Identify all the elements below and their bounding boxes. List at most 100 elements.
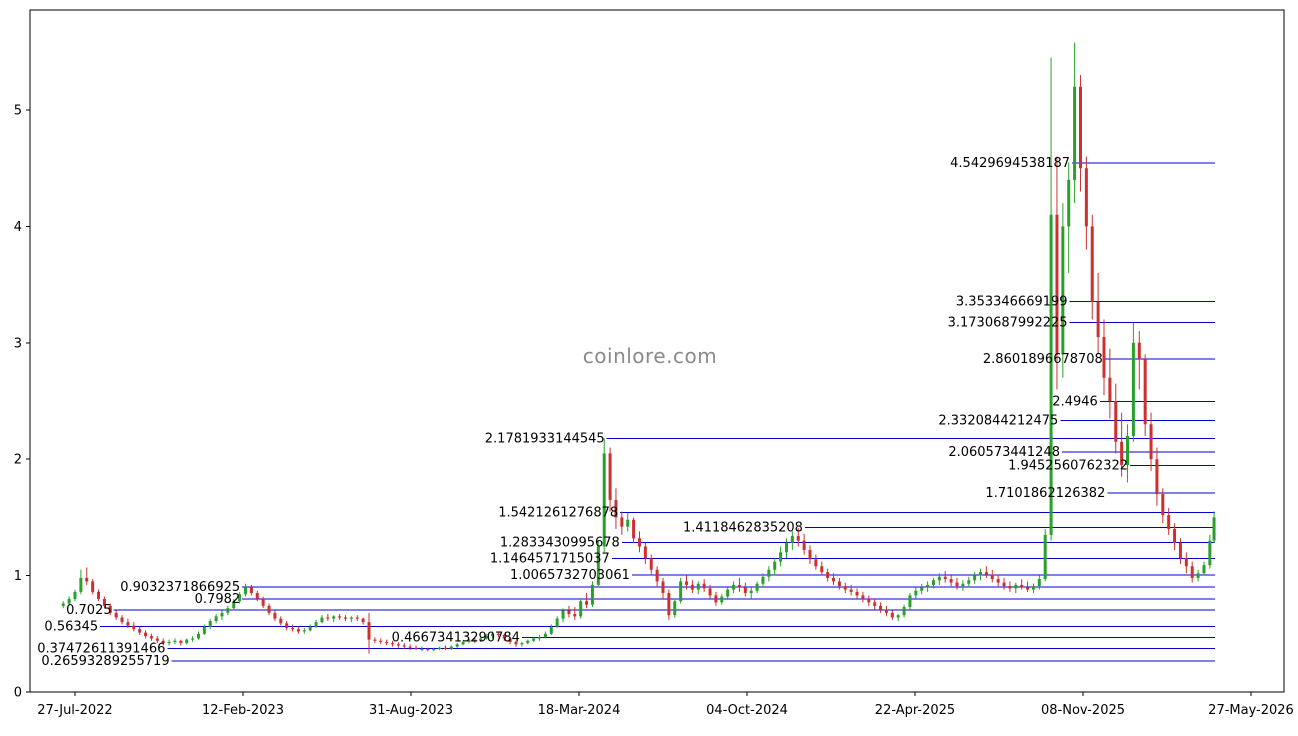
candle-body [1067, 179, 1071, 227]
candle-body [332, 616, 336, 619]
candle-body [1143, 359, 1147, 425]
candle-body [643, 546, 647, 559]
candle [138, 626, 142, 635]
candle-body [502, 634, 506, 639]
candle-body [667, 593, 671, 616]
candle [926, 581, 930, 592]
candle-body [696, 583, 700, 590]
candle [1037, 575, 1041, 590]
candle [743, 582, 747, 597]
candle-body [873, 602, 877, 606]
candle [461, 640, 465, 646]
candle-body [155, 638, 159, 641]
candle-body [567, 610, 571, 615]
candle-body [849, 589, 853, 592]
candle [967, 576, 971, 588]
candle [255, 590, 259, 602]
candle-body [855, 591, 859, 596]
candle-body [755, 583, 759, 591]
candle-body [902, 607, 906, 616]
candle-body [637, 538, 641, 547]
candle [890, 610, 894, 620]
candle [538, 634, 542, 641]
candle [432, 647, 436, 652]
candle-body [867, 598, 871, 603]
candle-body [508, 638, 512, 642]
candle [590, 581, 594, 608]
candle [291, 624, 295, 632]
candle [673, 598, 677, 618]
candle [849, 584, 853, 596]
candle-body [773, 561, 777, 570]
candle-body [85, 577, 89, 582]
candle-body [320, 617, 324, 623]
candle-body [808, 549, 812, 560]
candle [620, 511, 624, 535]
candle-body [685, 581, 689, 585]
level-label: 2.060573441248 [948, 445, 1060, 460]
candle [338, 614, 342, 620]
candle-body [884, 609, 888, 613]
candle-body [943, 576, 947, 580]
candle [661, 577, 665, 599]
candle-body [967, 580, 971, 584]
level-label: 1.5421261276878 [498, 505, 618, 520]
candle-body [790, 536, 794, 544]
candle-body [1173, 529, 1177, 544]
candle-body [1149, 424, 1153, 460]
candle [920, 583, 924, 595]
candle [1049, 57, 1053, 541]
candle [855, 588, 859, 599]
candle-body [561, 610, 565, 619]
candle-body [549, 626, 553, 634]
level-label: 3.353346669199 [956, 295, 1068, 310]
candle-body [1108, 377, 1112, 401]
candle-body [196, 633, 200, 639]
candle-body [296, 629, 300, 632]
candle [273, 610, 277, 621]
x-tick-label: 31-Aug-2023 [369, 703, 453, 718]
candle [979, 568, 983, 581]
candle [1108, 348, 1112, 419]
y-tick-label: 0 [14, 686, 22, 701]
candle-body [114, 612, 118, 618]
candle-body [990, 574, 994, 580]
candle [326, 614, 330, 621]
candle-body [655, 569, 659, 582]
candle [1061, 203, 1065, 378]
candle-body [191, 638, 195, 640]
level-label: 2.1781933144545 [485, 431, 605, 446]
candle [302, 627, 306, 634]
candle [1073, 42, 1077, 204]
candle [637, 531, 641, 553]
candle-body [1190, 566, 1194, 578]
candle-body [908, 595, 912, 608]
candle [408, 644, 412, 651]
candle-body [326, 617, 330, 619]
candle [832, 573, 836, 585]
candle [349, 616, 353, 623]
candle-body [937, 576, 941, 581]
candle-body [220, 612, 224, 617]
candle-body [532, 638, 536, 641]
candle-body [749, 590, 753, 594]
candle [549, 624, 553, 635]
candle [667, 589, 671, 620]
x-tick-label: 04-Oct-2024 [706, 703, 788, 718]
candle-body [585, 601, 589, 605]
candle-body [590, 584, 594, 605]
candle [573, 607, 577, 620]
candle-body [761, 576, 765, 584]
candle [790, 531, 794, 550]
candle-body [132, 625, 136, 630]
candle [1102, 319, 1106, 396]
candle-body [820, 566, 824, 573]
candle [961, 580, 965, 591]
candle-body [1137, 342, 1141, 360]
candle-body [1120, 441, 1124, 466]
candle [1212, 511, 1216, 544]
candle [867, 595, 871, 606]
candle [455, 643, 459, 648]
candle-body [1208, 540, 1212, 566]
